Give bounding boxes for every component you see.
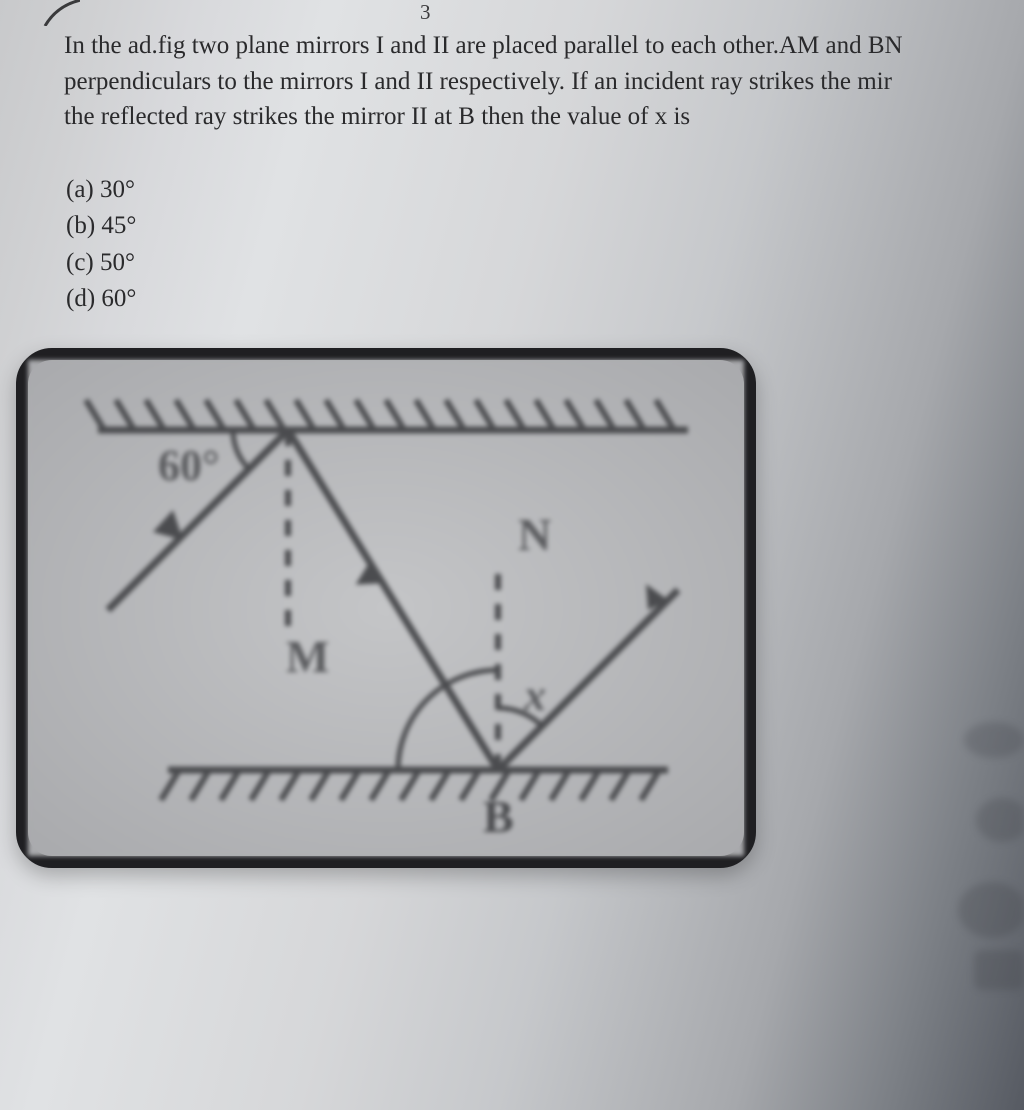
figure-frame: 60° M N x B [16, 348, 756, 868]
edge-bleed [884, 700, 1024, 1000]
label-n: N [518, 509, 551, 560]
top-fragment-text: 3 [420, 0, 431, 25]
figure-inner: 60° M N x B [28, 360, 744, 856]
label-m: M [286, 631, 329, 682]
label-x: x [523, 671, 546, 720]
optics-diagram: 60° M N x B [28, 360, 744, 856]
question-text: In the ad.fig two plane mirrors I and II… [64, 28, 1024, 135]
page-corner-mark [40, 0, 80, 26]
option-b: (b) 45° [66, 208, 136, 244]
page-root: 3 In the ad.fig two plane mirrors I and … [0, 0, 1024, 1110]
option-c: (c) 50° [66, 245, 136, 281]
label-b: B [483, 791, 514, 842]
question-line-1: In the ad.fig two plane mirrors I and II… [64, 28, 1024, 64]
option-d: (d) 60° [66, 281, 136, 317]
options-block: (a) 30° (b) 45° (c) 50° (d) 60° [66, 172, 136, 317]
question-line-3: the reflected ray strikes the mirror II … [64, 99, 1024, 135]
label-60deg: 60° [158, 441, 220, 490]
question-line-2: perpendiculars to the mirrors I and II r… [64, 64, 1024, 100]
option-a: (a) 30° [66, 172, 136, 208]
